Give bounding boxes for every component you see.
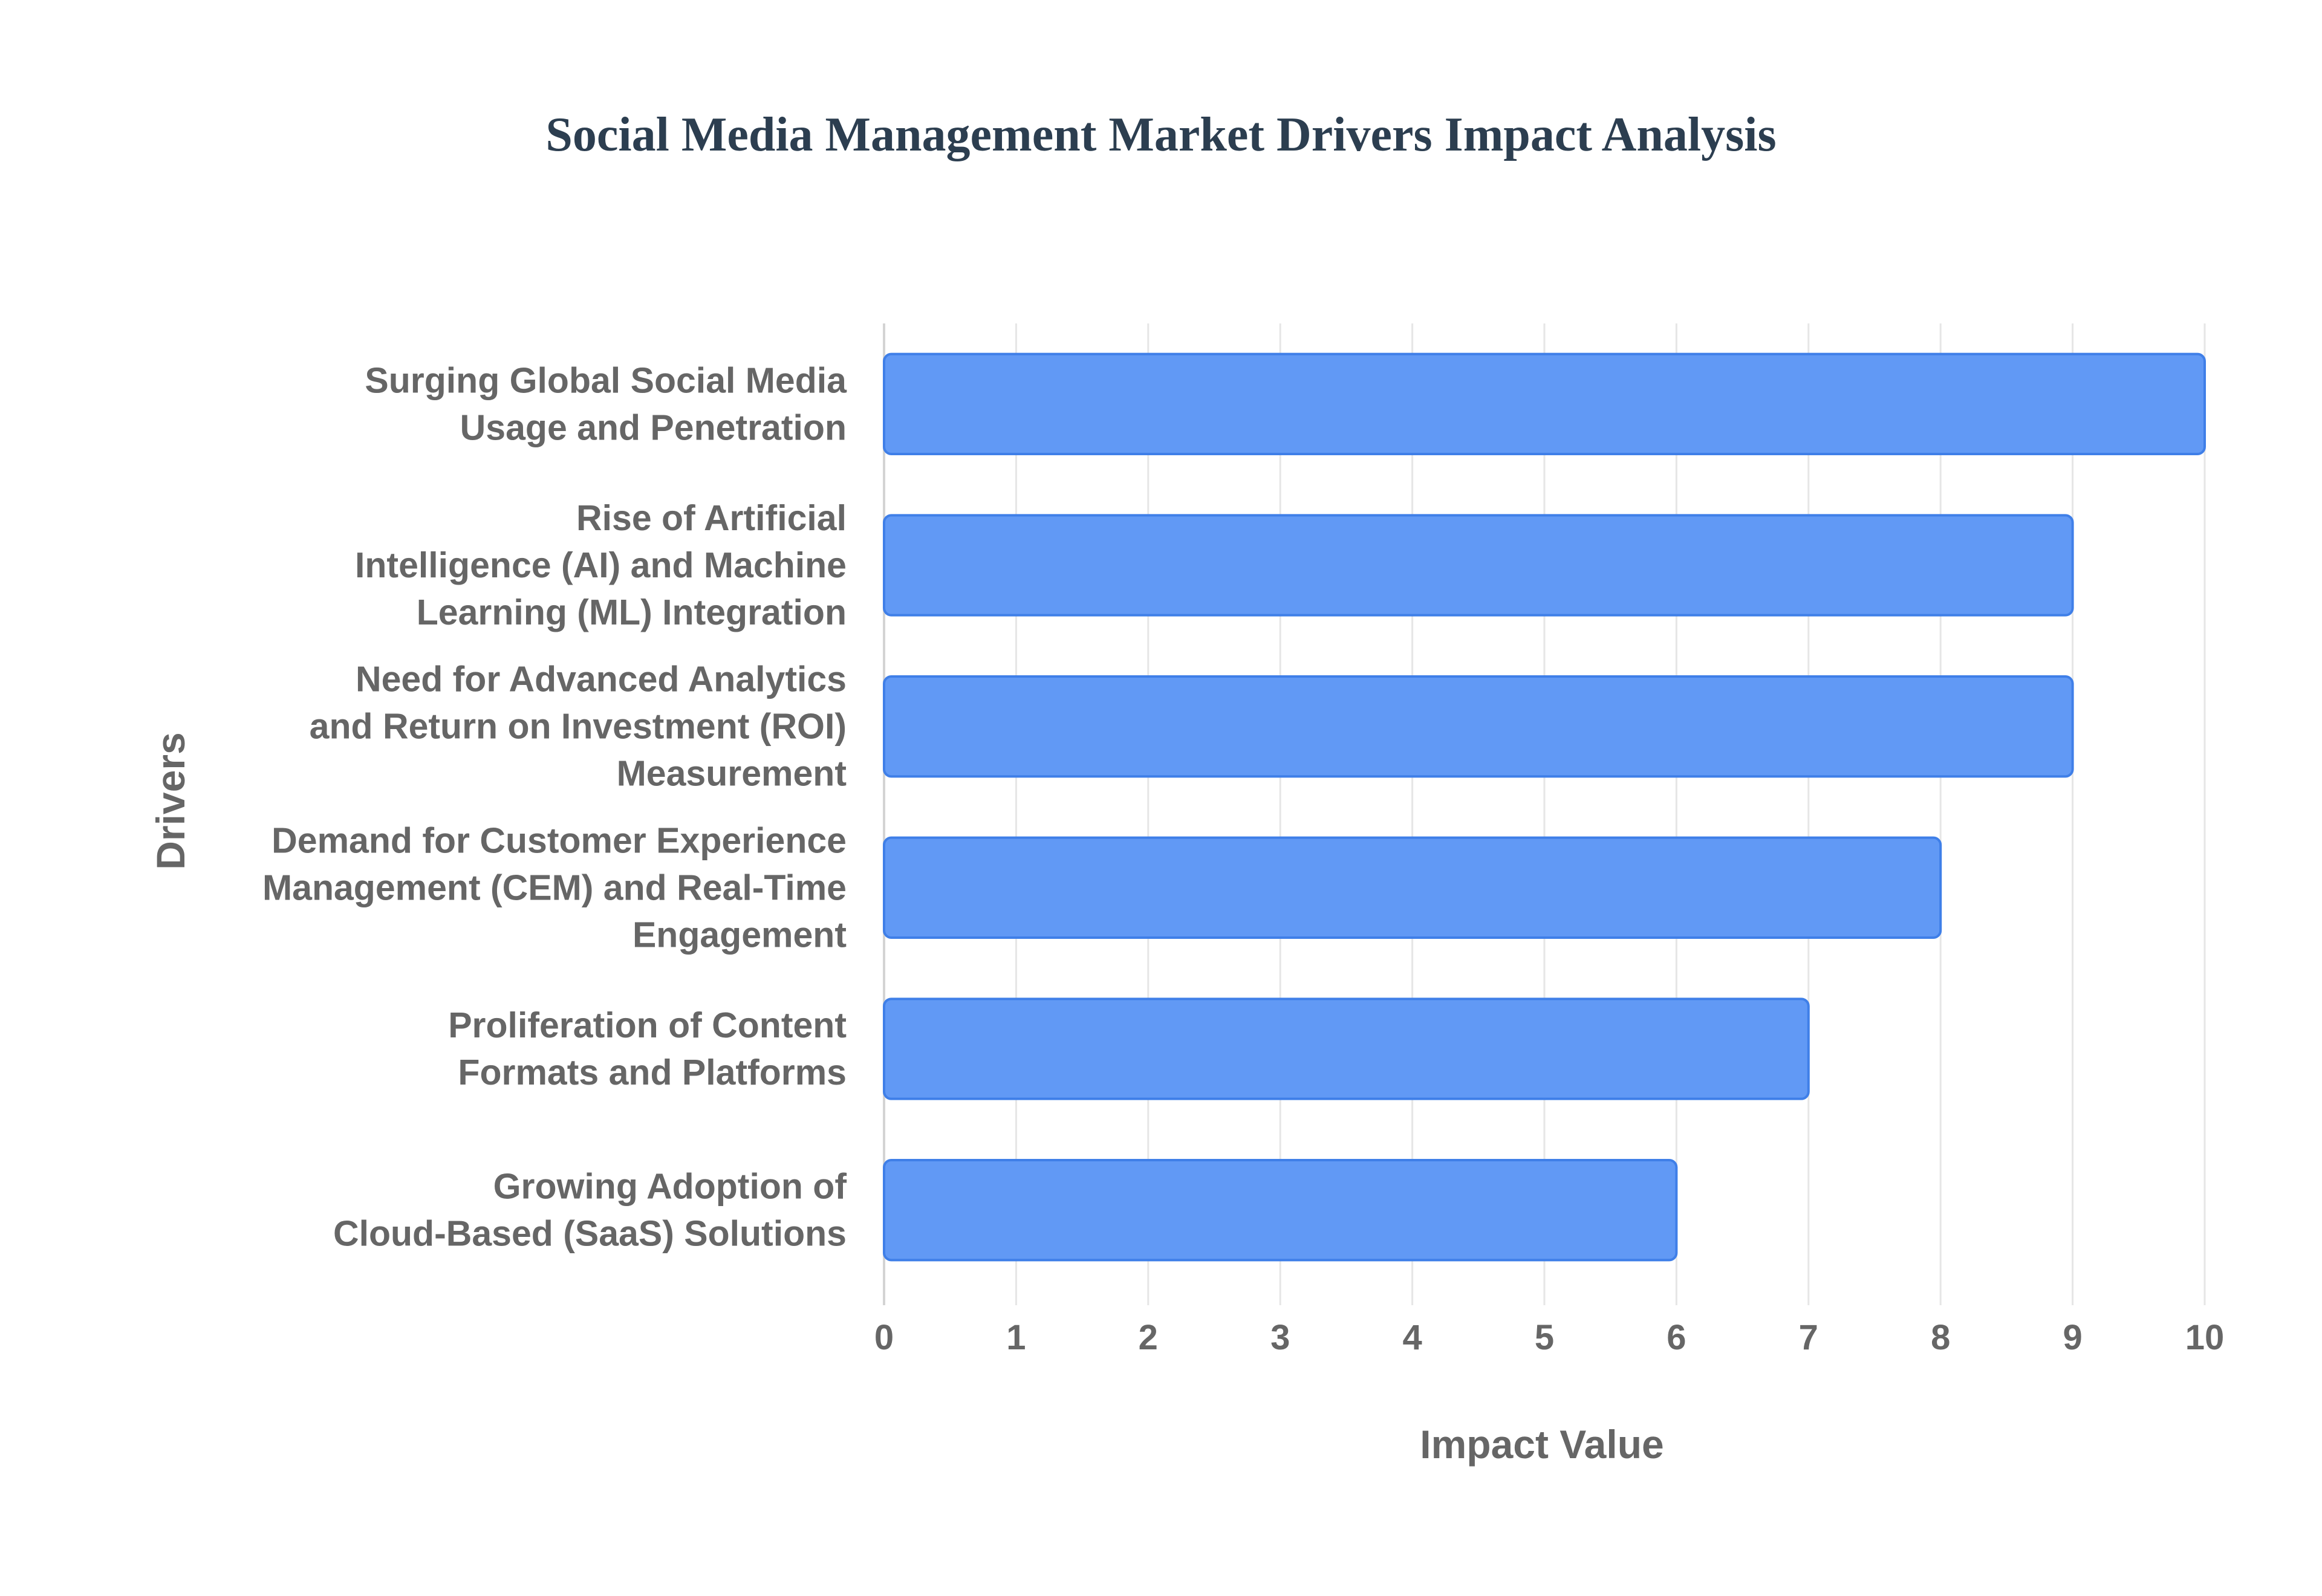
- y-category-label-line: and Return on Investment (ROI): [310, 707, 847, 747]
- y-category-label: Rise of Artificial Intelligence (AI) and …: [355, 498, 847, 632]
- x-tick-label: 9: [2063, 1318, 2082, 1357]
- bar: [883, 514, 2074, 617]
- chart-title: Social Media Management Market Drivers I…: [545, 108, 1777, 161]
- y-category-label-line: Rise of Artificial: [576, 498, 847, 538]
- grid-layer: [883, 323, 2206, 1305]
- y-category-label-line: Intelligence (AI) and Machine: [355, 545, 847, 585]
- bar-layer: [883, 352, 2206, 1262]
- y-category-label-line: Growing Adoption of: [493, 1167, 847, 1207]
- y-category-label-line: Engagement: [633, 915, 847, 955]
- x-tick-label: 7: [1799, 1318, 1818, 1357]
- y-category-label: Need for Advanced Analytics and Return on…: [310, 660, 847, 794]
- y-category-label-line: Need for Advanced Analytics: [356, 660, 847, 699]
- y-category-label: Demand for Customer Experience Management…: [262, 820, 847, 955]
- x-tick-label: 10: [2185, 1318, 2225, 1357]
- y-category-label: Surging Global Social Media Usage and Pen…: [365, 360, 847, 447]
- x-axis-title: Impact Value: [1420, 1422, 1664, 1467]
- bar: [883, 1159, 1678, 1262]
- x-tick-label: 8: [1931, 1318, 1950, 1357]
- x-tick-label: 6: [1667, 1318, 1686, 1357]
- y-category-label-line: Management (CEM) and Real-Time: [262, 868, 847, 907]
- bar: [883, 836, 1942, 939]
- x-tick-label: 0: [874, 1318, 894, 1357]
- y-category-label-line: Formats and Platforms: [458, 1053, 847, 1092]
- x-tick-label: 5: [1535, 1318, 1554, 1357]
- y-category-label-line: Surging Global Social Media: [365, 360, 847, 400]
- x-tick-label: 1: [1006, 1318, 1026, 1357]
- y-category-label-line: Measurement: [617, 754, 847, 794]
- y-category-label-line: Demand for Customer Experience: [272, 820, 847, 860]
- y-category-label-line: Cloud-Based (SaaS) Solutions: [333, 1214, 847, 1254]
- x-tick-label: 3: [1270, 1318, 1290, 1357]
- y-category-label-line: Usage and Penetration: [460, 407, 847, 447]
- y-category-label: Growing Adoption of Cloud-Based (SaaS) So…: [333, 1167, 847, 1254]
- bar: [883, 352, 2206, 456]
- bar: [883, 997, 1810, 1100]
- x-tick-label: 2: [1139, 1318, 1158, 1357]
- y-category-label-line: Learning (ML) Integration: [417, 592, 847, 632]
- y-axis-title: Drivers: [148, 732, 193, 870]
- bar: [883, 675, 2074, 778]
- x-tick-label: 4: [1402, 1318, 1422, 1357]
- y-category-label: Proliferation of Content Formats and Plat…: [448, 1005, 847, 1092]
- label-layer: 0 1 2 3 4 5 6 7 8 9 10 Surging Global Social Media U…: [262, 360, 2224, 1357]
- y-category-label-line: Proliferation of Content: [448, 1005, 847, 1045]
